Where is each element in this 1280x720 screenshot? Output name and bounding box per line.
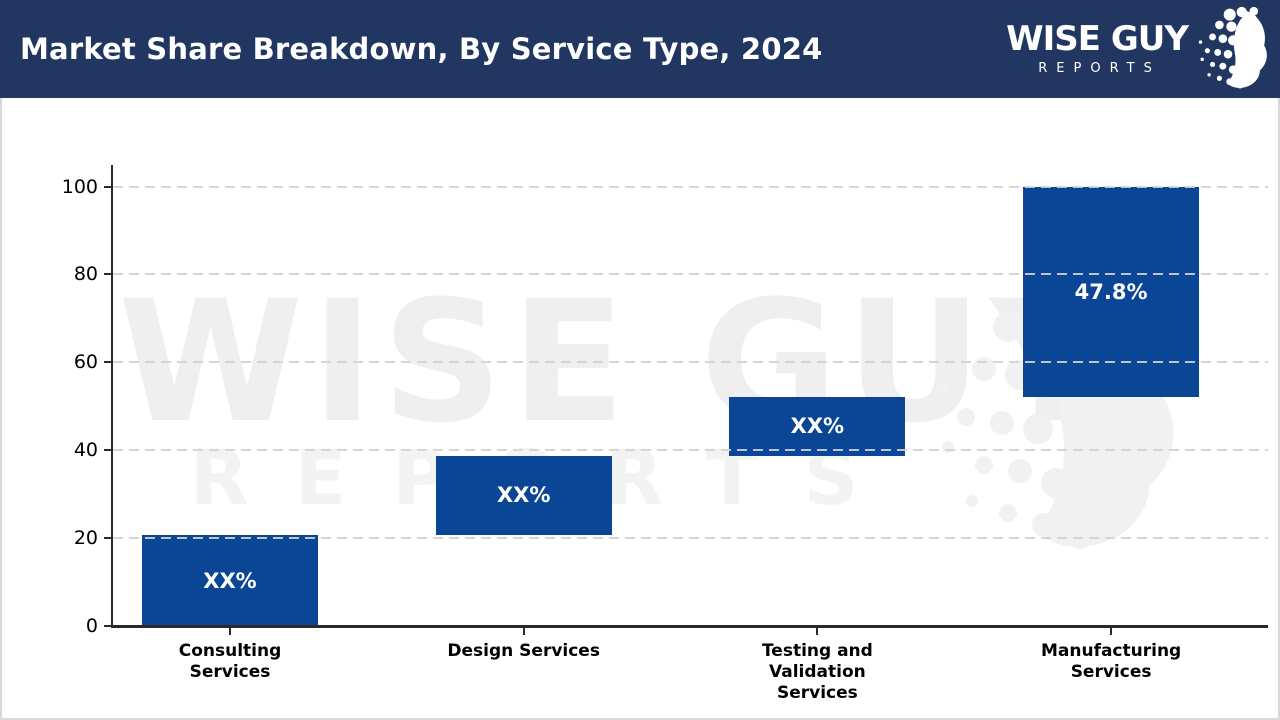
bar-value-label: XX% bbox=[496, 483, 551, 508]
frame-border-left bbox=[0, 98, 2, 720]
header-bar: Market Share Breakdown, By Service Type,… bbox=[0, 0, 1280, 98]
grid-line bbox=[113, 537, 1268, 540]
x-category-label-line: Services bbox=[1070, 662, 1152, 682]
bar-value-label: 47.8% bbox=[1074, 279, 1148, 304]
x-category-label-line: Validation bbox=[769, 662, 866, 682]
y-tick bbox=[104, 273, 111, 276]
brand-subname: REPORTS bbox=[1038, 61, 1161, 76]
y-tick bbox=[104, 449, 111, 452]
x-tick bbox=[816, 628, 819, 635]
bar-value-label: XX% bbox=[203, 568, 257, 593]
frame-border-bottom bbox=[0, 718, 1280, 720]
x-category-label-line: Manufacturing bbox=[1040, 641, 1182, 661]
x-category-label: Testing and Validation Services bbox=[687, 641, 947, 704]
x-category-label-line: Services bbox=[776, 683, 858, 703]
y-tick bbox=[104, 185, 111, 188]
y-axis-line bbox=[111, 165, 113, 627]
grid-line bbox=[113, 361, 1268, 364]
y-tick-label: 100 bbox=[61, 175, 98, 198]
y-tick-label: 0 bbox=[85, 615, 98, 637]
y-tick-label: 60 bbox=[73, 351, 98, 374]
y-tick bbox=[104, 361, 111, 364]
y-tick-label: 80 bbox=[73, 263, 98, 286]
y-tick bbox=[104, 625, 111, 627]
x-category-label: Consulting Services bbox=[100, 641, 360, 683]
x-tick bbox=[229, 628, 231, 635]
x-category-label-line: Consulting bbox=[178, 641, 282, 661]
x-category-label-line: Design Services bbox=[447, 641, 600, 661]
grid-line bbox=[113, 449, 1268, 452]
x-tick bbox=[1110, 628, 1113, 635]
y-tick-label: 20 bbox=[73, 527, 98, 550]
chart-title: Market Share Breakdown, By Service Type,… bbox=[20, 32, 823, 66]
grid-line bbox=[113, 273, 1268, 276]
brand-dotted-head-icon bbox=[1198, 6, 1267, 89]
x-tick bbox=[522, 628, 525, 635]
y-tick-label: 40 bbox=[73, 439, 98, 462]
x-category-label-line: Services bbox=[189, 662, 271, 682]
bar: 47.8% bbox=[1023, 186, 1200, 397]
brand-logo: WISE GUY REPORTS bbox=[1006, 6, 1270, 92]
grid-line bbox=[113, 185, 1268, 188]
brand-name: WISE GUY bbox=[1006, 19, 1189, 59]
x-category-label: Manufacturing Services bbox=[981, 641, 1241, 683]
bar-value-label: XX% bbox=[790, 414, 845, 439]
bar: XX% bbox=[142, 535, 318, 626]
bar: XX% bbox=[435, 455, 612, 536]
frame-border-right bbox=[1278, 98, 1280, 720]
x-category-label-line: Testing and bbox=[761, 641, 873, 661]
bar: XX% bbox=[729, 396, 906, 456]
x-category-label: Design Services bbox=[394, 641, 654, 662]
brand-logo-text: WISE GUY REPORTS bbox=[1006, 19, 1189, 76]
y-tick bbox=[104, 537, 111, 540]
x-axis-line bbox=[111, 625, 1268, 628]
